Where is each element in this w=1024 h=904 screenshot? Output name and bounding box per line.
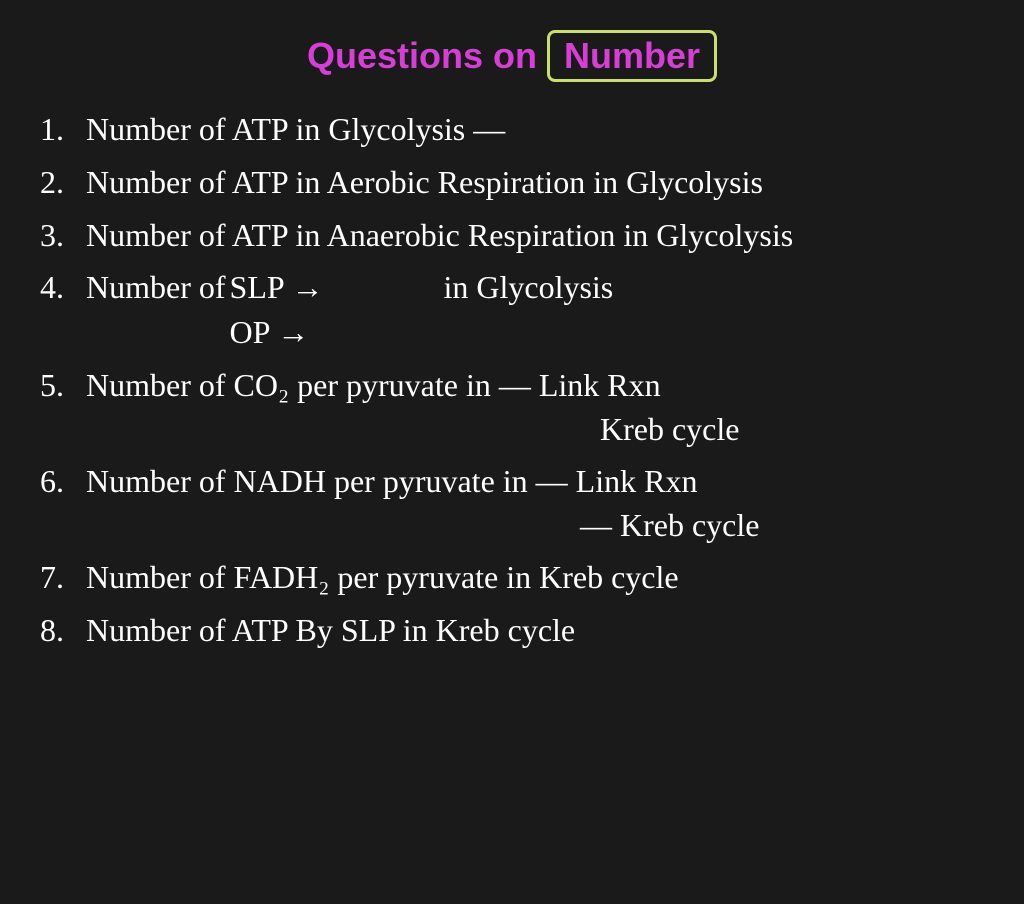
question-text: Number of ATP By SLP in Kreb cycle — [86, 612, 575, 648]
question-number: 5. — [40, 363, 78, 408]
question-6-main: 6. Number of NADH per pyruvate in — Link… — [40, 459, 984, 504]
question-4-left: 4. Number of — [40, 265, 226, 310]
question-4-mid: SLP → OP → — [230, 265, 324, 355]
question-list: 1. Number of ATP in Glycolysis — 2. Numb… — [40, 107, 984, 653]
question-4-tail: in Glycolysis — [443, 265, 613, 310]
question-text: Number of NADH per pyruvate in — Link Rx… — [86, 463, 697, 499]
question-number: 7. — [40, 555, 78, 600]
question-5-sub: Kreb cycle — [40, 408, 984, 451]
question-6-sub: — Kreb cycle — [40, 504, 984, 547]
question-text: Number of ATP in Glycolysis — — [86, 111, 505, 147]
question-text: Number of CO₂ per pyruvate in — Link Rxn — [86, 367, 661, 403]
question-text: Number of ATP in Anaerobic Respiration i… — [86, 217, 793, 253]
question-number: 1. — [40, 107, 78, 152]
question-5-main: 5. Number of CO₂ per pyruvate in — Link … — [40, 363, 984, 408]
title-container: Questions on Number — [40, 30, 984, 82]
question-5: 5. Number of CO₂ per pyruvate in — Link … — [40, 363, 984, 451]
question-number: 8. — [40, 608, 78, 653]
slp-row: SLP → — [230, 265, 324, 310]
question-number: 3. — [40, 213, 78, 258]
question-2: 2. Number of ATP in Aerobic Respiration … — [40, 160, 984, 205]
question-text: Number of FADH₂ per pyruvate in Kreb cyc… — [86, 559, 679, 595]
question-8: 8. Number of ATP By SLP in Kreb cycle — [40, 608, 984, 653]
question-7: 7. Number of FADH₂ per pyruvate in Kreb … — [40, 555, 984, 600]
question-1: 1. Number of ATP in Glycolysis — — [40, 107, 984, 152]
op-row: OP → — [230, 310, 324, 355]
question-number: 4. — [40, 265, 78, 310]
question-4: 4. Number of SLP → OP → in Glycolysis — [40, 265, 984, 355]
question-lead: Number of — [86, 269, 226, 305]
title-prefix: Questions on — [307, 35, 537, 76]
question-number: 2. — [40, 160, 78, 205]
question-3: 3. Number of ATP in Anaerobic Respiratio… — [40, 213, 984, 258]
question-text: Number of ATP in Aerobic Respiration in … — [86, 164, 763, 200]
question-6: 6. Number of NADH per pyruvate in — Link… — [40, 459, 984, 547]
question-number: 6. — [40, 459, 78, 504]
title-boxed: Number — [547, 30, 717, 82]
